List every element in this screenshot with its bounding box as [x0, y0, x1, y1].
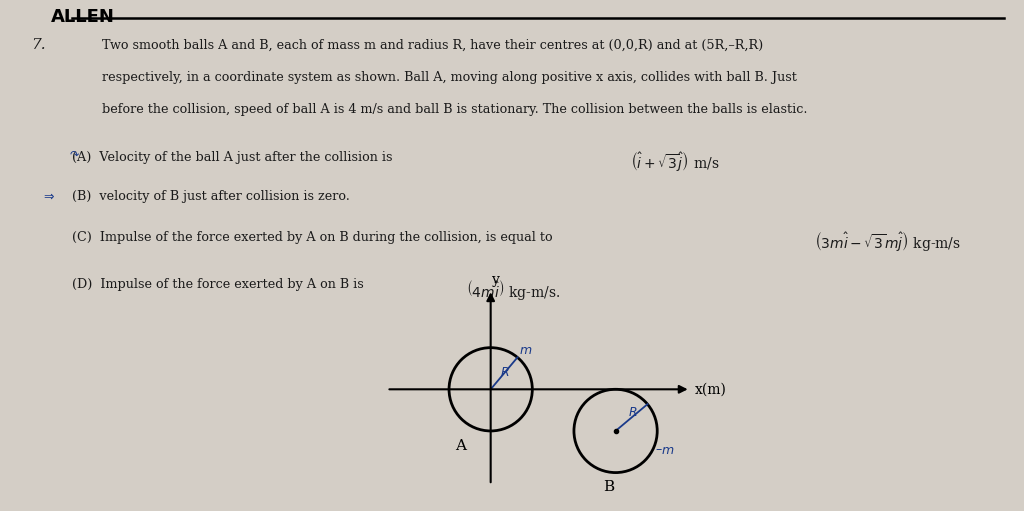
Text: $\Rightarrow$: $\Rightarrow$: [41, 190, 55, 203]
Text: A: A: [456, 438, 466, 453]
Text: (C)  Impulse of the force exerted by A on B during the collision, is equal to: (C) Impulse of the force exerted by A on…: [72, 231, 556, 244]
Text: 7.: 7.: [31, 38, 45, 52]
Text: x(m): x(m): [694, 382, 727, 397]
Text: (B)  velocity of B just after collision is zero.: (B) velocity of B just after collision i…: [72, 190, 349, 203]
Text: –: –: [655, 443, 662, 456]
Text: $\left(3m\hat{i}-\sqrt{3}m\hat{j}\right)$ kg-m/s: $\left(3m\hat{i}-\sqrt{3}m\hat{j}\right)…: [814, 231, 962, 254]
Text: ALLEN: ALLEN: [51, 8, 115, 26]
Text: B: B: [603, 480, 614, 494]
Text: before the collision, speed of ball A is 4 m/s and ball B is stationary. The col: before the collision, speed of ball A is…: [102, 103, 808, 115]
Text: $\left(4m\hat{i}\right)$ kg-m/s.: $\left(4m\hat{i}\right)$ kg-m/s.: [466, 278, 560, 303]
Text: m: m: [662, 444, 674, 457]
Text: y: y: [492, 273, 500, 287]
Text: respectively, in a coordinate system as shown. Ball A, moving along positive x a: respectively, in a coordinate system as …: [102, 71, 798, 83]
Text: m: m: [519, 344, 531, 357]
Text: $\left(\hat{i}+\sqrt{3}\hat{j}\right)$ m/s: $\left(\hat{i}+\sqrt{3}\hat{j}\right)$ m…: [630, 151, 719, 174]
Text: $\curvearrowright$: $\curvearrowright$: [67, 149, 80, 159]
Text: R: R: [629, 406, 638, 420]
Text: (D)  Impulse of the force exerted by A on B is: (D) Impulse of the force exerted by A on…: [72, 278, 368, 291]
Text: R: R: [501, 366, 510, 379]
Text: Two smooth balls A and B, each of mass m and radius R, have their centres at (0,: Two smooth balls A and B, each of mass m…: [102, 38, 764, 51]
Text: (A)  Velocity of the ball A just after the collision is: (A) Velocity of the ball A just after th…: [72, 151, 396, 164]
